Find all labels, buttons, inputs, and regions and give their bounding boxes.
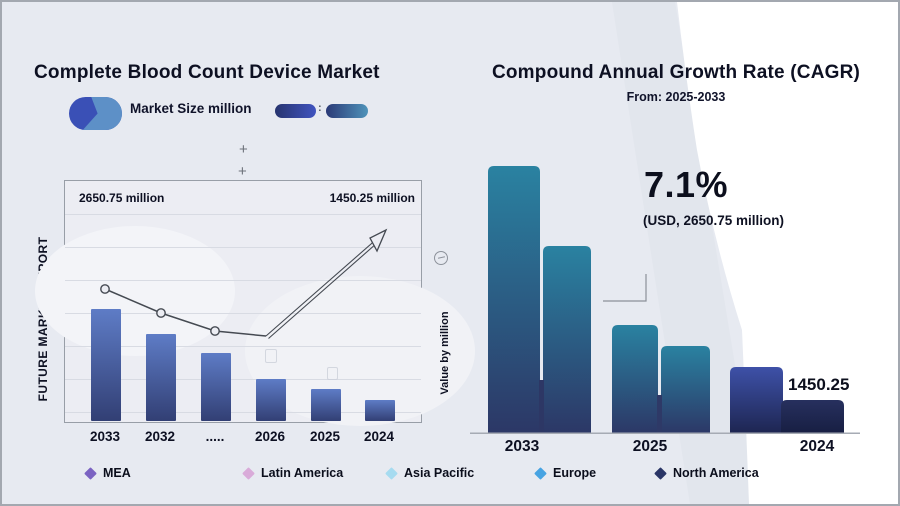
trend-marker bbox=[100, 284, 110, 294]
right-x-axis bbox=[470, 432, 860, 434]
gridline bbox=[65, 214, 421, 215]
legend-label: Latin America bbox=[261, 466, 344, 480]
market-bar-2033 bbox=[91, 309, 121, 421]
market-bar-2032 bbox=[146, 334, 176, 421]
market-bar-2025 bbox=[311, 389, 341, 421]
end-value-label: 1450.25 million bbox=[329, 191, 415, 205]
legend-diamond-icon bbox=[654, 466, 667, 480]
market-size-label: Market Size million bbox=[130, 101, 252, 116]
legend-diamond-icon bbox=[242, 466, 255, 480]
cagr-subtitle: From: 2025-2033 bbox=[626, 90, 726, 104]
legend-item-mea: MEA bbox=[84, 466, 131, 480]
cagr-basis: (USD, 2650.75 million) bbox=[643, 213, 785, 228]
ratio-colon: : bbox=[318, 102, 322, 114]
faint-doc-icon bbox=[327, 367, 338, 380]
step-line-decor bbox=[603, 274, 647, 302]
legend-diamond-icon bbox=[84, 466, 97, 480]
cagr-bar-2024-b bbox=[781, 400, 844, 434]
legend-label: MEA bbox=[103, 466, 131, 480]
left-x-label-3: 2026 bbox=[254, 429, 286, 444]
right-x-label-2033: 2033 bbox=[504, 438, 540, 455]
legend-diamond-icon bbox=[534, 466, 547, 480]
left-x-label-4: 2025 bbox=[309, 429, 341, 444]
ratio-pill-left-icon bbox=[275, 104, 316, 118]
plus-icon: + bbox=[239, 141, 248, 158]
bar-merge-fill bbox=[539, 380, 544, 434]
cagr-title: Compound Annual Growth Rate (CAGR) bbox=[491, 62, 861, 83]
cagr-bar-2024-a bbox=[730, 367, 783, 434]
cagr-value: 7.1% bbox=[644, 164, 729, 205]
right-x-label-2025: 2025 bbox=[632, 438, 668, 455]
left-x-label-5: 2024 bbox=[363, 429, 395, 444]
gridline bbox=[65, 346, 421, 347]
start-value-label: 2650.75 million bbox=[79, 191, 165, 205]
trend-line-and-arrow bbox=[100, 228, 388, 339]
cagr-bar-2033-a bbox=[488, 166, 540, 434]
legend-item-latin-america: Latin America bbox=[242, 466, 344, 480]
cagr-bar-2033-b bbox=[543, 246, 591, 434]
ratio-pill-right-icon bbox=[326, 104, 368, 118]
legend-diamond-icon bbox=[385, 466, 398, 480]
faint-doc-icon bbox=[265, 349, 277, 363]
left-x-label-2: ..... bbox=[205, 429, 225, 444]
trend-marker bbox=[156, 308, 166, 318]
legend-item-europe: Europe bbox=[534, 466, 597, 480]
trend-marker bbox=[210, 326, 220, 336]
plus-icon: + bbox=[238, 163, 247, 180]
cagr-bar-2025-a bbox=[612, 325, 658, 434]
legend-item-north-america: North America bbox=[654, 466, 759, 480]
legend-label: Europe bbox=[553, 466, 597, 480]
right-x-label-2024: 2024 bbox=[799, 438, 835, 455]
left-x-label-0: 2033 bbox=[89, 429, 121, 444]
gridline bbox=[65, 247, 421, 248]
legend-item-asia-pacific: Asia Pacific bbox=[385, 466, 475, 480]
market-bar-..... bbox=[201, 353, 231, 421]
bar-merge-fill bbox=[657, 395, 662, 434]
market-bar-2026 bbox=[256, 379, 286, 421]
legend-label: Asia Pacific bbox=[404, 466, 475, 480]
left-bars-group bbox=[65, 181, 421, 422]
gridline bbox=[65, 412, 421, 413]
left-x-label-1: 2032 bbox=[144, 429, 176, 444]
gridline bbox=[65, 280, 421, 281]
legend-label: North America bbox=[673, 466, 759, 480]
left-chart-panel: 2650.75 million 1450.25 million bbox=[35, 180, 475, 426]
gridline bbox=[65, 379, 421, 380]
cagr-bar-2025-b bbox=[661, 346, 710, 434]
capsule-pill-icon bbox=[69, 97, 122, 130]
gridline bbox=[65, 313, 421, 314]
end-value-2024: 1450.25 bbox=[788, 375, 850, 394]
region-legend: MEA Latin America Asia Pacific Europe North … bbox=[2, 466, 898, 486]
market-bar-2024 bbox=[365, 400, 395, 421]
circle-minus-icon bbox=[434, 251, 448, 265]
page-title: Complete Blood Count Device Market bbox=[34, 62, 380, 83]
